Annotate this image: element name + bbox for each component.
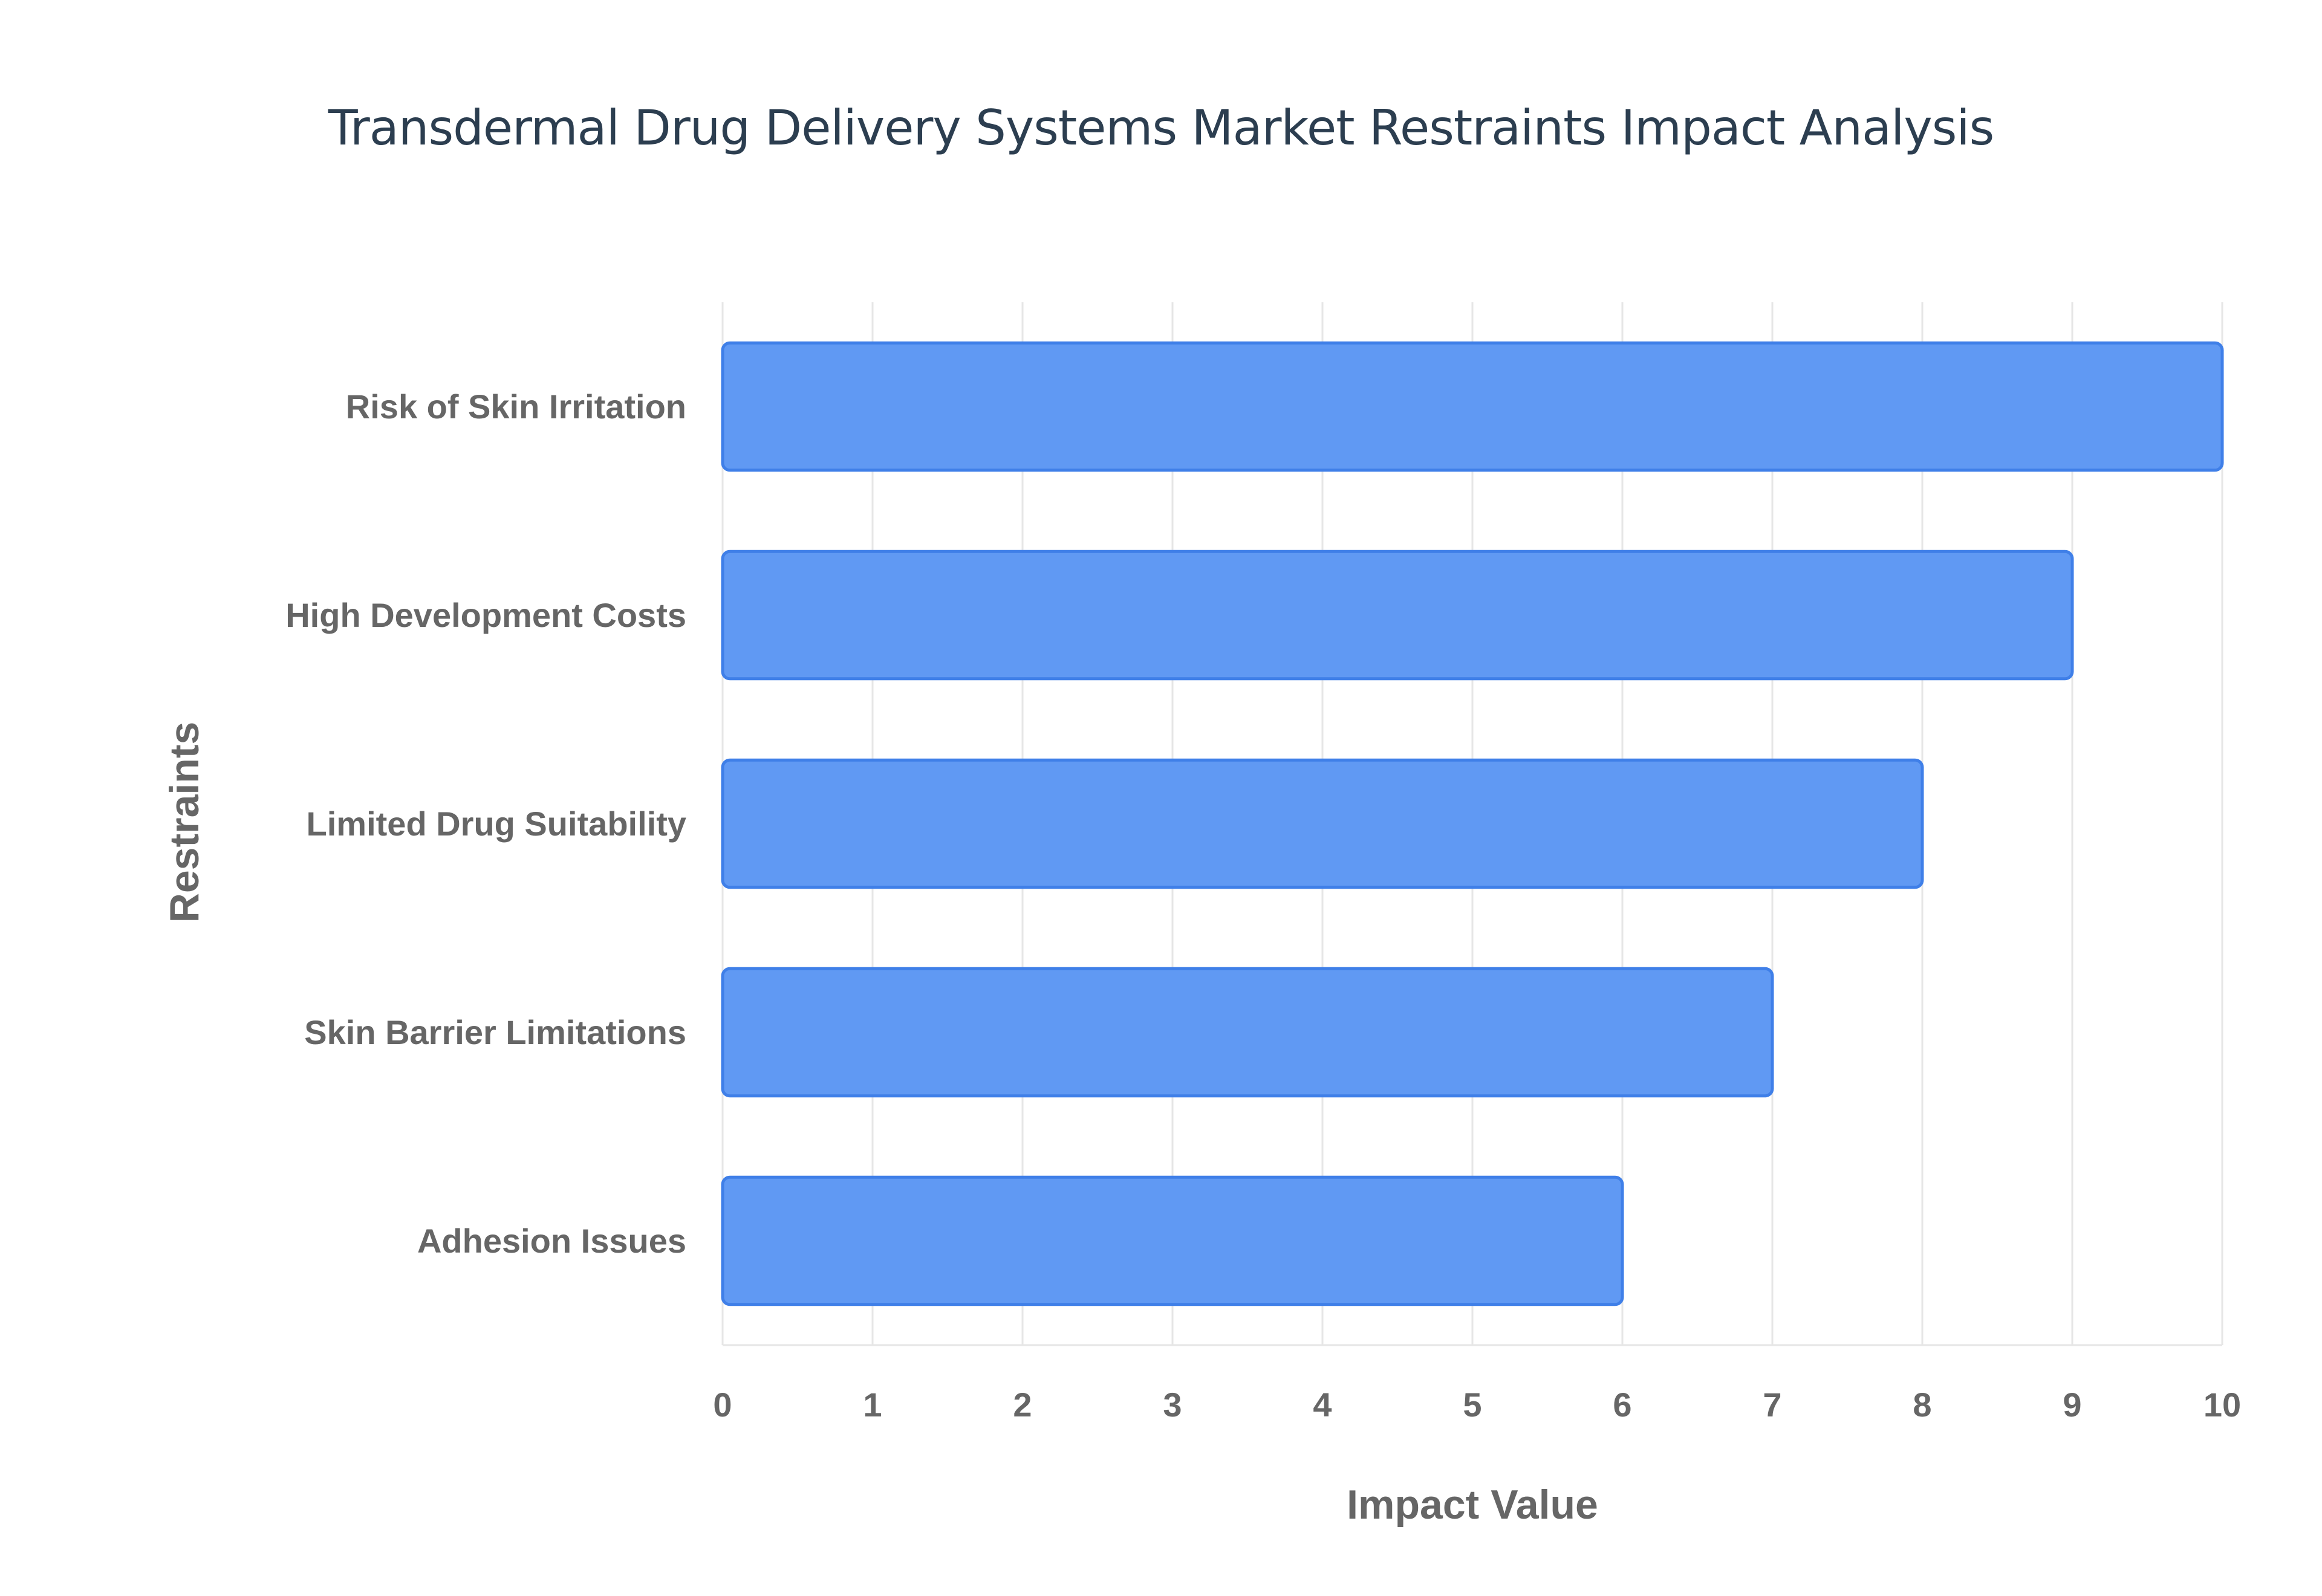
y-axis-title: Restraints [161,721,207,923]
x-tick-label-1: 1 [863,1386,882,1424]
bars [721,341,2224,1306]
y-tick-label-3: Skin Barrier Limitations [304,1013,686,1051]
y-tick-label-0: Risk of Skin Irritation [346,388,686,426]
x-tick-label-7: 7 [1763,1386,1781,1424]
chart-title: Transdermal Drug Delivery Systems Market… [328,100,1995,156]
y-tick-label-4: Adhesion Issues [417,1222,686,1260]
x-tick-label-6: 6 [1613,1386,1631,1424]
bar-1 [721,550,2074,681]
x-tick-label-5: 5 [1463,1386,1481,1424]
x-tick-label-2: 2 [1013,1386,1032,1424]
x-axis-title: Impact Value [1347,1482,1598,1528]
x-tick-label-8: 8 [1913,1386,1931,1424]
y-tick-label-1: High Development Costs [285,596,686,634]
x-tick-label-0: 0 [713,1386,732,1424]
x-tick-labels: 0 1 2 3 4 5 6 7 8 9 10 [713,1386,2241,1424]
x-tick-label-4: 4 [1313,1386,1332,1424]
bar-2 [721,758,1924,889]
y-tick-label-2: Limited Drug Suitability [307,805,686,843]
x-tick-label-10: 10 [2203,1386,2241,1424]
bar-3 [721,967,1774,1098]
x-tick-label-9: 9 [2063,1386,2081,1424]
bar-0 [721,341,2224,472]
y-tick-labels: Risk of Skin Irritation High Development … [285,388,686,1260]
bar-4 [721,1175,1624,1306]
x-tick-label-3: 3 [1163,1386,1182,1424]
